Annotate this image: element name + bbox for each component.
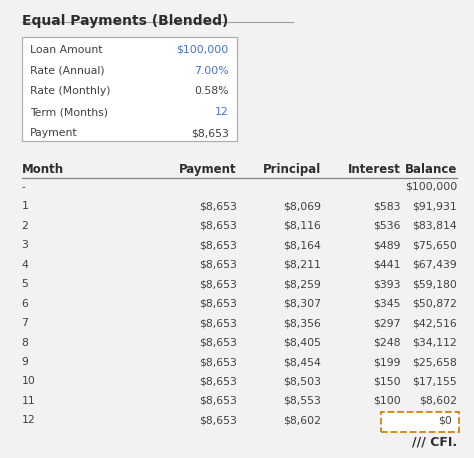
Text: $8,653: $8,653 — [199, 279, 237, 289]
Text: $8,356: $8,356 — [283, 318, 321, 328]
Text: $248: $248 — [374, 338, 401, 348]
Text: $8,602: $8,602 — [419, 396, 457, 406]
Text: $8,653: $8,653 — [199, 260, 237, 270]
Text: $8,653: $8,653 — [199, 415, 237, 425]
Text: 3: 3 — [21, 240, 28, 251]
Text: $8,602: $8,602 — [283, 415, 321, 425]
Text: $8,069: $8,069 — [283, 202, 321, 212]
Text: 0.58%: 0.58% — [194, 87, 228, 97]
Text: $8,653: $8,653 — [199, 338, 237, 348]
Text: $8,405: $8,405 — [283, 338, 321, 348]
Text: $91,931: $91,931 — [412, 202, 457, 212]
Text: $393: $393 — [374, 279, 401, 289]
Text: Payment: Payment — [30, 128, 78, 138]
Text: 9: 9 — [21, 357, 28, 367]
Text: $8,116: $8,116 — [283, 221, 321, 231]
Text: $50: $50 — [380, 415, 401, 425]
Text: $8,164: $8,164 — [283, 240, 321, 251]
Text: $8,454: $8,454 — [283, 357, 321, 367]
Text: $8,211: $8,211 — [283, 260, 321, 270]
Text: $8,553: $8,553 — [283, 396, 321, 406]
Text: $8,653: $8,653 — [199, 240, 237, 251]
Text: Principal: Principal — [263, 164, 321, 176]
Text: -: - — [21, 182, 26, 192]
Text: $8,653: $8,653 — [199, 376, 237, 387]
Text: Month: Month — [21, 164, 64, 176]
Text: 2: 2 — [21, 221, 28, 231]
Text: /// CFI.: /// CFI. — [412, 436, 457, 448]
Text: $75,650: $75,650 — [412, 240, 457, 251]
Text: $489: $489 — [374, 240, 401, 251]
Text: 7: 7 — [21, 318, 28, 328]
Text: $34,112: $34,112 — [412, 338, 457, 348]
Text: $83,814: $83,814 — [412, 221, 457, 231]
Text: Rate (Monthly): Rate (Monthly) — [30, 87, 110, 97]
Text: 12: 12 — [21, 415, 35, 425]
Text: Term (Months): Term (Months) — [30, 107, 108, 117]
Text: Rate (Annual): Rate (Annual) — [30, 65, 105, 76]
Text: $441: $441 — [374, 260, 401, 270]
Text: $17,155: $17,155 — [412, 376, 457, 387]
Text: $150: $150 — [374, 376, 401, 387]
Text: 5: 5 — [21, 279, 28, 289]
Text: $50,872: $50,872 — [412, 299, 457, 309]
Text: $8,653: $8,653 — [199, 221, 237, 231]
FancyBboxPatch shape — [381, 412, 458, 432]
Text: $199: $199 — [374, 357, 401, 367]
Text: $8,653: $8,653 — [199, 202, 237, 212]
Text: $100: $100 — [373, 396, 401, 406]
Text: 8: 8 — [21, 338, 28, 348]
Text: $67,439: $67,439 — [412, 260, 457, 270]
Text: $8,653: $8,653 — [199, 318, 237, 328]
Text: $25,658: $25,658 — [412, 357, 457, 367]
Text: 10: 10 — [21, 376, 36, 387]
Text: $345: $345 — [374, 299, 401, 309]
FancyBboxPatch shape — [21, 37, 237, 141]
Text: Balance: Balance — [405, 164, 457, 176]
Text: 4: 4 — [21, 260, 28, 270]
Text: 6: 6 — [21, 299, 28, 309]
Text: $8,653: $8,653 — [199, 396, 237, 406]
Text: 11: 11 — [21, 396, 35, 406]
Text: $8,653: $8,653 — [199, 299, 237, 309]
Text: $8,307: $8,307 — [283, 299, 321, 309]
Text: Equal Payments (Blended): Equal Payments (Blended) — [21, 14, 228, 28]
Text: 7.00%: 7.00% — [194, 65, 228, 76]
Text: $42,516: $42,516 — [412, 318, 457, 328]
Text: Loan Amount: Loan Amount — [30, 45, 102, 55]
Text: $0: $0 — [438, 415, 453, 425]
Text: $59,180: $59,180 — [412, 279, 457, 289]
Text: 1: 1 — [21, 202, 28, 212]
Text: $8,653: $8,653 — [199, 357, 237, 367]
Text: $100,000: $100,000 — [176, 45, 228, 55]
Text: $8,503: $8,503 — [283, 376, 321, 387]
Text: Payment: Payment — [179, 164, 237, 176]
Text: 12: 12 — [215, 107, 228, 117]
Text: $8,259: $8,259 — [283, 279, 321, 289]
Text: $297: $297 — [374, 318, 401, 328]
Text: $583: $583 — [374, 202, 401, 212]
Text: $536: $536 — [374, 221, 401, 231]
Text: $100,000: $100,000 — [405, 182, 457, 192]
Text: $8,653: $8,653 — [191, 128, 228, 138]
Text: Interest: Interest — [348, 164, 401, 176]
